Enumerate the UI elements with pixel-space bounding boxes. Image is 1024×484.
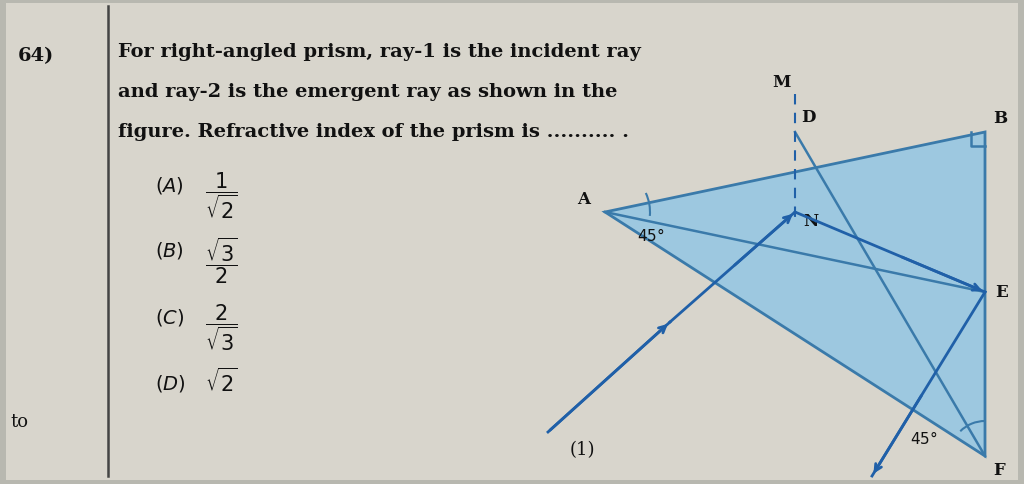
Text: For right-angled prism, ray-1 is the incident ray: For right-angled prism, ray-1 is the inc… (118, 43, 641, 61)
Text: $(A)$: $(A)$ (155, 175, 184, 196)
Text: $(D)$: $(D)$ (155, 372, 185, 393)
Text: M: M (773, 74, 791, 91)
Text: $\dfrac{1}{\sqrt{2}}$: $\dfrac{1}{\sqrt{2}}$ (205, 170, 238, 220)
Text: $45°$: $45°$ (910, 429, 938, 446)
Text: $(B)$: $(B)$ (155, 240, 184, 260)
Text: F: F (993, 461, 1005, 478)
Text: and ray-2 is the emergent ray as shown in the: and ray-2 is the emergent ray as shown i… (118, 83, 617, 101)
Text: $(C)$: $(C)$ (155, 306, 184, 327)
Text: N: N (803, 212, 818, 229)
Text: A: A (577, 191, 590, 208)
Text: E: E (995, 284, 1008, 301)
Text: $45°$: $45°$ (637, 227, 665, 243)
Text: $\sqrt{2}$: $\sqrt{2}$ (205, 367, 238, 395)
Polygon shape (605, 133, 985, 456)
Text: 64): 64) (18, 47, 54, 65)
Text: figure. Refractive index of the prism is .......... .: figure. Refractive index of the prism is… (118, 123, 629, 141)
Text: (1): (1) (570, 440, 596, 458)
Text: $\dfrac{\sqrt{3}}{2}$: $\dfrac{\sqrt{3}}{2}$ (205, 235, 238, 285)
Text: B: B (993, 110, 1008, 127)
Text: $\dfrac{2}{\sqrt{3}}$: $\dfrac{2}{\sqrt{3}}$ (205, 302, 238, 352)
Text: D: D (801, 109, 815, 126)
Text: to: to (10, 412, 28, 430)
FancyBboxPatch shape (6, 4, 1018, 480)
